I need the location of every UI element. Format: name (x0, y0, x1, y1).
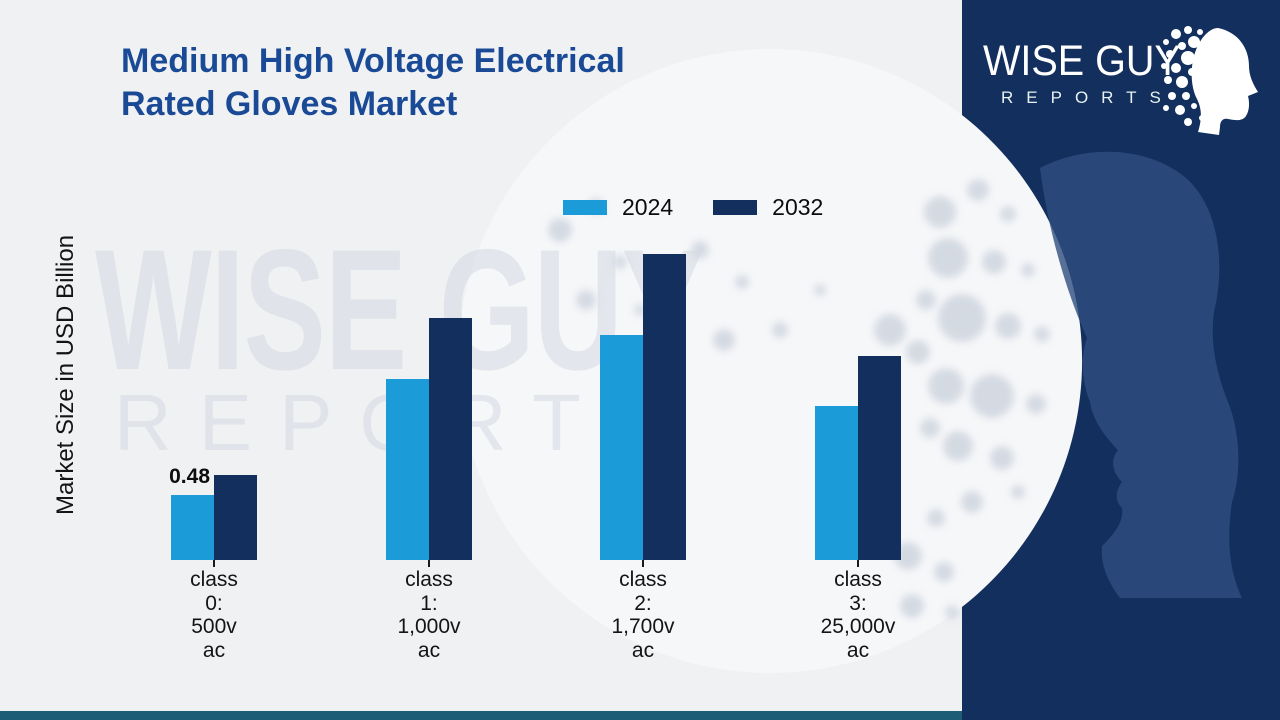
chart-title: Medium High Voltage Electrical Rated Glov… (121, 40, 625, 126)
bar-2032-group1 (429, 318, 472, 560)
watermark-dot (900, 594, 924, 618)
bar-2024-group2 (600, 335, 643, 560)
watermark-dot (916, 290, 936, 310)
watermark-dot (613, 255, 627, 269)
x-axis-tick (642, 560, 644, 567)
x-axis-category-label: class 2: 1,700v ac (611, 568, 675, 662)
watermark-dot (713, 329, 735, 351)
watermark-dot (945, 605, 959, 619)
watermark-dot (928, 238, 968, 278)
watermark-dot (934, 562, 954, 582)
legend-swatch-2024 (563, 200, 607, 215)
watermark-dot (691, 241, 709, 259)
legend-item-2032: 2032 (713, 194, 823, 221)
legend-label-2024: 2024 (622, 194, 674, 220)
watermark-dot (927, 509, 945, 527)
legend-item-2024: 2024 (563, 194, 673, 221)
legend-label-2032: 2032 (772, 194, 824, 220)
bar-value-label: 0.48 (169, 465, 210, 488)
watermark-dot (906, 340, 930, 364)
bottom-accent-bar (0, 711, 962, 720)
bar-2032-group3 (858, 356, 901, 560)
x-axis-tick (428, 560, 430, 567)
logo-brand-text: WISE GUY (983, 37, 1181, 85)
bar-2024-group3 (815, 406, 858, 560)
watermark-dot (920, 418, 940, 438)
x-axis-tick (213, 560, 215, 567)
chart-legend: 2024 2032 (563, 194, 823, 221)
watermark-dot (924, 196, 956, 228)
legend-swatch-2032 (713, 200, 758, 215)
watermark-dot (874, 314, 906, 346)
watermark-dot (576, 290, 596, 310)
bar-2024-group1 (386, 379, 429, 560)
watermark-dot (735, 275, 749, 289)
x-axis-tick (857, 560, 859, 567)
x-axis-category-label: class 3: 25,000v ac (820, 568, 896, 662)
bar-2024-group0 (171, 495, 214, 560)
bar-2032-group2 (643, 254, 686, 560)
x-axis-category-label: class 1: 1,000v ac (397, 568, 461, 662)
watermark-dot (814, 284, 826, 296)
logo-head-icon (1161, 26, 1258, 135)
watermark-dot (928, 368, 964, 404)
bar-2032-group0 (214, 475, 257, 560)
chart-title-line1: Medium High Voltage Electrical (121, 42, 625, 80)
x-axis-category-label: class 0: 500v ac (190, 568, 238, 662)
watermark-dot (548, 218, 572, 242)
chart-title-line2: Rated Gloves Market (121, 85, 458, 123)
watermark-dot (772, 322, 788, 338)
